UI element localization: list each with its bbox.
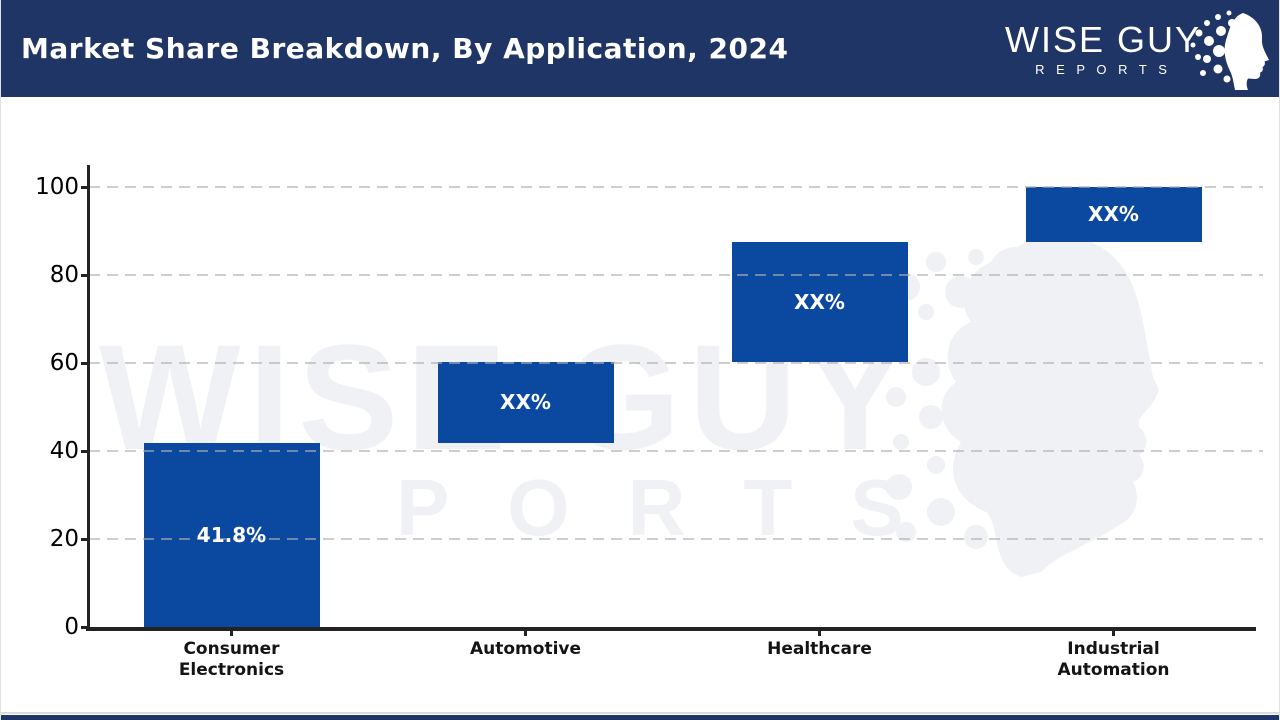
bar <box>1025 187 1202 242</box>
y-tick-label: 60 <box>49 350 79 376</box>
x-axis <box>86 627 1256 631</box>
x-tick-label-line: Automotive <box>469 639 582 659</box>
y-tick <box>81 186 89 189</box>
y-tick-label: 0 <box>64 614 79 640</box>
y-tick-label: 80 <box>49 262 79 288</box>
x-tick-label-line: Automation <box>1057 660 1170 680</box>
logo-wordmark: WISE GUY <box>1004 18 1201 60</box>
x-tick-label: Healthcare <box>700 639 940 660</box>
x-tick <box>230 627 233 636</box>
logo-text: WISE GUY R E P O R T S <box>1004 18 1201 77</box>
y-tick-label: 100 <box>35 174 79 200</box>
x-tick-label: Consumer Electronics <box>112 639 352 681</box>
gridline <box>89 362 1263 364</box>
bar <box>143 443 320 627</box>
footer-bar <box>1 715 1279 720</box>
logo-head-icon <box>1190 10 1269 90</box>
bar-value-label: XX% <box>500 390 551 415</box>
y-tick <box>81 362 89 365</box>
header: Market Share Breakdown, By Application, … <box>1 0 1279 97</box>
y-tick <box>81 274 89 277</box>
gridline <box>89 450 1263 452</box>
x-tick-label-line: Consumer <box>183 639 280 659</box>
y-tick-label: 40 <box>49 438 79 464</box>
x-tick-label-line: Industrial <box>1067 639 1160 659</box>
x-tick-label-line: Electronics <box>178 660 285 680</box>
chart-title: Market Share Breakdown, By Application, … <box>21 32 789 65</box>
bar <box>437 361 614 444</box>
watermark-head-icon <box>941 236 1159 577</box>
x-tick-label: Industrial Automation <box>994 639 1234 681</box>
plot-area: WISE GUY PORTS 0 20 40 60 80 100 41.8% XX% XX% XX… <box>1 97 1279 715</box>
wiseguy-logo: WISE GUY R E P O R T S <box>1005 7 1273 91</box>
logo-subtext: R E P O R T S <box>1035 61 1171 77</box>
x-tick <box>1112 627 1115 636</box>
x-tick-label: Automotive <box>406 639 646 660</box>
bar-value-label: XX% <box>1088 202 1139 227</box>
gridline <box>89 274 1263 276</box>
y-tick <box>81 450 89 453</box>
y-tick-label: 20 <box>49 526 79 552</box>
y-tick <box>81 538 89 541</box>
y-tick <box>81 626 89 629</box>
gridline <box>89 186 1263 188</box>
x-tick <box>818 627 821 636</box>
bar <box>731 241 908 362</box>
footer-divider <box>1 712 1279 714</box>
bar-value-label: 41.8% <box>196 523 267 548</box>
bar-value-label: XX% <box>794 289 845 314</box>
watermark-subtext: PORTS <box>396 463 962 552</box>
gridline <box>89 538 1263 540</box>
x-tick <box>524 627 527 636</box>
x-tick-label-line: Healthcare <box>767 639 872 659</box>
y-axis <box>87 165 90 630</box>
